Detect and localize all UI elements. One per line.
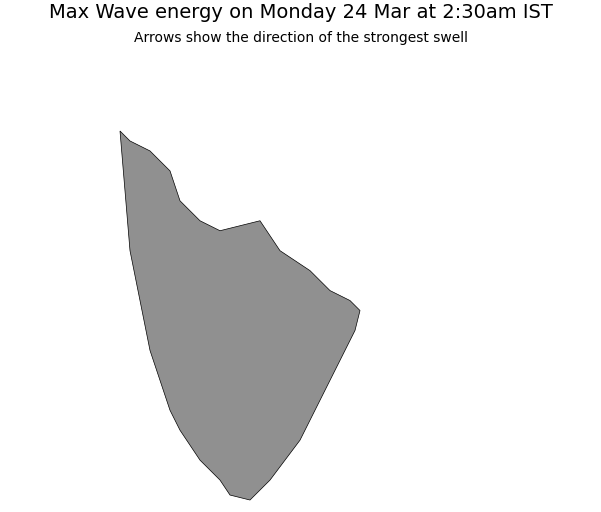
Text: Max Wave energy on Monday 24 Mar at 2:30am IST: Max Wave energy on Monday 24 Mar at 2:30… bbox=[49, 3, 552, 23]
Text: Arrows show the direction of the strongest swell: Arrows show the direction of the stronge… bbox=[133, 31, 468, 46]
Polygon shape bbox=[120, 131, 360, 500]
